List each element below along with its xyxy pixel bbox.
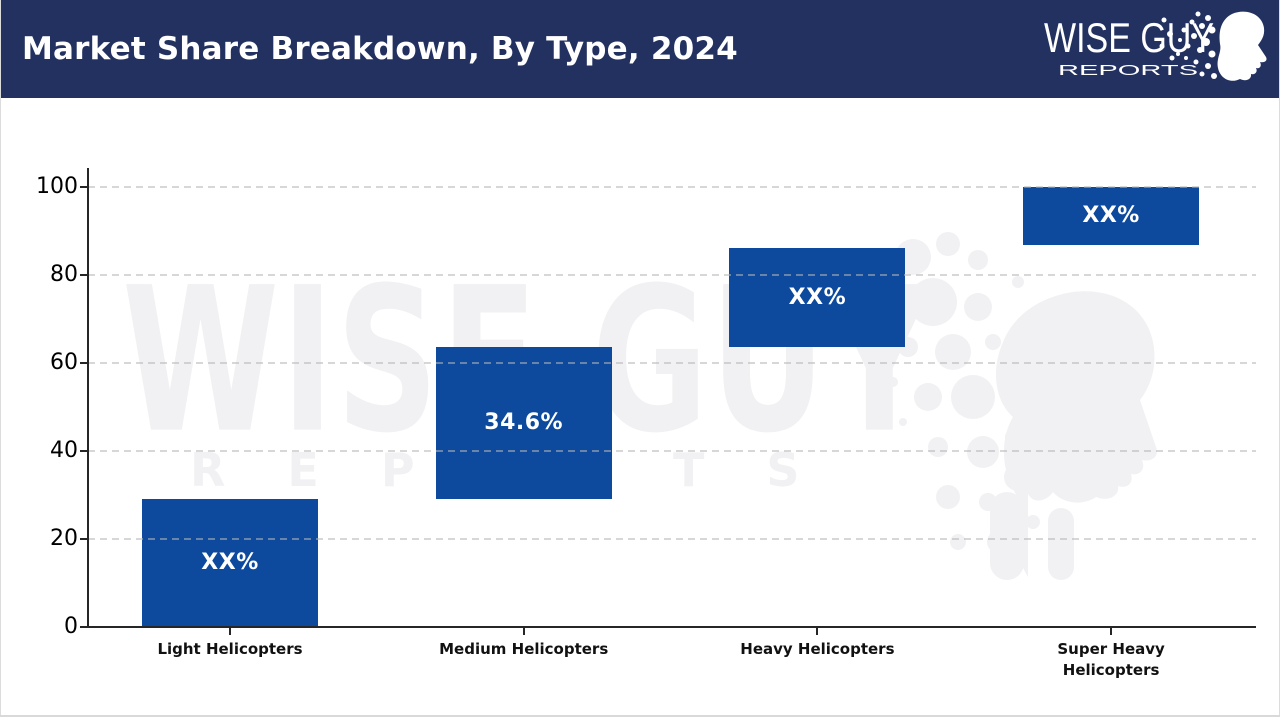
bar-value-label: XX% <box>788 284 847 310</box>
x-tick <box>1110 627 1113 635</box>
x-category-label: Super Heavy Helicopters <box>1057 640 1165 679</box>
gridline <box>88 273 1256 276</box>
y-tick <box>80 273 87 276</box>
gridline <box>88 185 1256 188</box>
logo-head-icon <box>1217 11 1267 81</box>
y-tick <box>80 361 87 364</box>
bar-value-label: 34.6% <box>484 410 564 436</box>
y-tick <box>80 449 87 452</box>
gridline <box>88 449 1256 452</box>
y-tick-label: 20 <box>50 525 78 551</box>
y-tick-label: 80 <box>50 261 78 287</box>
card-left-border <box>0 0 1 717</box>
logo-subtext: REPORTS <box>1058 62 1198 79</box>
y-tick-label: 100 <box>36 173 78 199</box>
gridline <box>88 537 1256 540</box>
y-tick-label: 40 <box>50 437 78 463</box>
bar-value-label: XX% <box>201 550 259 576</box>
bar: 34.6% <box>435 346 612 499</box>
y-tick <box>80 185 87 188</box>
x-tick <box>229 627 231 635</box>
y-tick <box>80 537 87 540</box>
y-axis <box>87 168 89 628</box>
gridline <box>88 361 1256 364</box>
brand-logo: WISE GUY REPORTS <box>1044 11 1267 81</box>
x-tick <box>522 627 525 635</box>
page-title: Market Share Breakdown, By Type, 2024 <box>22 31 738 67</box>
bar: XX% <box>729 247 906 347</box>
watermark-head-icon <box>888 232 1157 580</box>
x-axis <box>87 626 1256 628</box>
x-category-label: Medium Helicopters <box>439 640 609 658</box>
header-banner: Market Share Breakdown, By Type, 2024 WI… <box>0 0 1280 98</box>
x-tick <box>816 627 819 635</box>
card-bottom-border <box>0 715 1280 717</box>
y-tick <box>80 625 87 628</box>
bar: XX% <box>142 498 318 627</box>
x-category-label: Light Helicopters <box>157 640 303 658</box>
logo-wordmark: WISE GUY <box>1044 14 1214 61</box>
y-tick-label: 60 <box>50 349 78 375</box>
y-tick-label: 0 <box>64 613 78 639</box>
logo-dots <box>1159 11 1217 79</box>
x-category-label: Heavy Helicopters <box>740 640 895 658</box>
bar-value-label: XX% <box>1082 203 1140 229</box>
bar: XX% <box>1023 186 1200 246</box>
